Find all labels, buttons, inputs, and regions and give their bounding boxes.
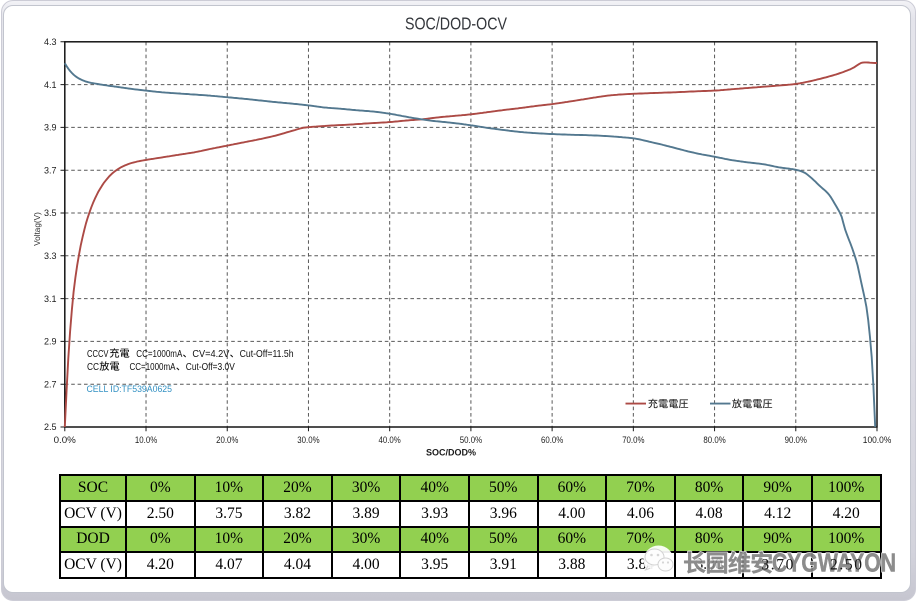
svg-text:3.5: 3.5 [44,208,57,218]
svg-text:80.0%: 80.0% [703,435,725,445]
svg-text:CC=1000mA: CC=1000mA [130,362,176,373]
svg-text:30.0%: 30.0% [297,435,319,445]
svg-text:CYGWAYON: CYGWAYON [772,550,896,578]
svg-text:Cut-Off=3.0V: Cut-Off=3.0V [186,362,235,373]
svg-text:50.0%: 50.0% [460,435,482,445]
svg-text:3.70: 3.70 [761,557,795,574]
svg-text:2.7: 2.7 [44,379,57,389]
svg-text:20.0%: 20.0% [216,435,238,445]
svg-text:3.1: 3.1 [44,294,57,304]
svg-text:100.0%: 100.0% [863,435,892,445]
svg-text:40.0%: 40.0% [379,435,401,445]
svg-text:0.0%: 0.0% [54,435,76,445]
svg-text:CELL ID:TF539A0625: CELL ID:TF539A0625 [87,384,173,394]
svg-text:Voltag(V): Voltag(V) [33,212,42,246]
svg-text:90.0%: 90.0% [785,435,807,445]
svg-text:SOC/DOD-OCV: SOC/DOD-OCV [405,14,507,34]
svg-text:3.9: 3.9 [44,123,57,133]
svg-text:CYGWAYON: CYGWAYON [772,550,896,578]
svg-text:2.5: 2.5 [44,422,57,432]
svg-text:CCCV: CCCV [87,349,109,360]
svg-text:4.3: 4.3 [44,37,57,47]
svg-text:10.0%: 10.0% [135,435,157,445]
svg-text:3.7: 3.7 [44,165,57,175]
svg-text:2.9: 2.9 [44,337,57,347]
svg-text:CC: CC [87,362,99,373]
svg-text:60.0%: 60.0% [541,435,563,445]
svg-text:Cut-Off=11.5h: Cut-Off=11.5h [240,349,294,360]
svg-text:4.1: 4.1 [44,80,57,90]
svg-text:CC=1000mA: CC=1000mA [136,349,182,360]
svg-text:70.0%: 70.0% [622,435,644,445]
svg-text:CV=4.2V: CV=4.2V [192,349,229,360]
svg-text:2.50: 2.50 [830,557,864,574]
svg-text:3.3: 3.3 [44,251,57,261]
svg-text:SOC/DOD%: SOC/DOD% [426,448,476,458]
